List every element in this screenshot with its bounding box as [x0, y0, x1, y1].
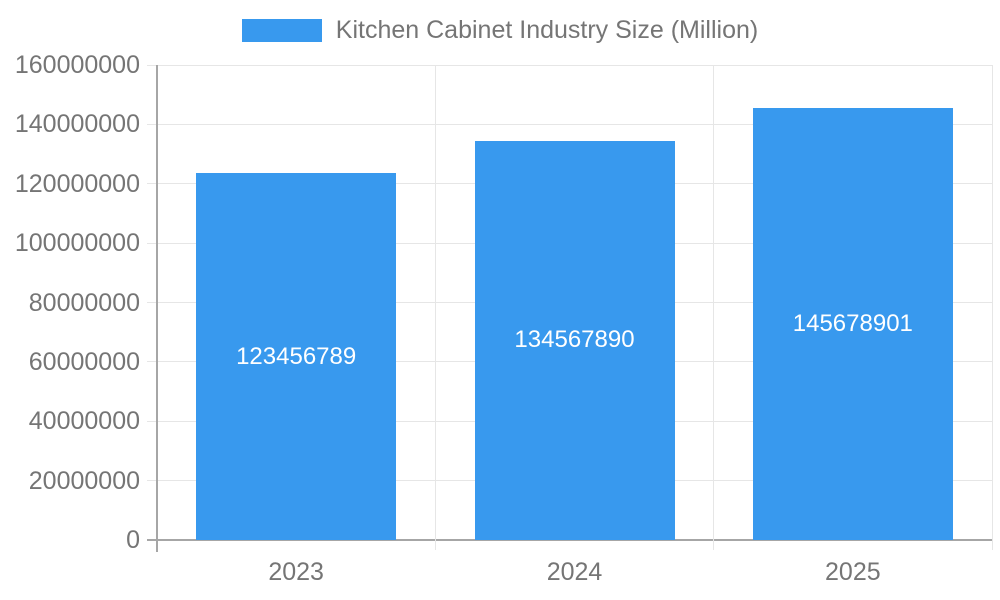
y-tick-label: 100000000: [14, 229, 140, 258]
category-gridline: [713, 65, 715, 550]
x-tick-label: 2024: [546, 558, 603, 586]
y-tick-label: 120000000: [14, 169, 140, 198]
x-axis-line: [147, 539, 992, 541]
bar-value-label: 134567890: [514, 326, 635, 354]
legend[interactable]: Kitchen Cabinet Industry Size (Million): [0, 18, 1000, 43]
plot-area: 0 20000000 40000000 60000000 80000000 1000000…: [15, 53, 993, 585]
bar[interactable]: [196, 173, 397, 540]
y-tick-label: 80000000: [28, 288, 140, 317]
bar[interactable]: [474, 140, 675, 540]
x-tick-label: 2023: [268, 558, 324, 586]
y-tick-label: 20000000: [28, 466, 140, 495]
gridline: [147, 123, 992, 125]
y-axis-line: [156, 65, 158, 552]
legend-label: Kitchen Cabinet Industry Size (Million): [335, 16, 759, 44]
gridline: [147, 64, 992, 66]
y-tick-label: 40000000: [28, 407, 140, 436]
category-gridline: [434, 65, 436, 550]
y-tick-label: 60000000: [28, 347, 140, 376]
bar-value-label: 145678901: [792, 309, 913, 337]
category-gridline: [991, 65, 993, 550]
legend-swatch-icon: [241, 19, 322, 42]
bar-value-label: 123456789: [236, 342, 357, 370]
y-tick-label: 140000000: [14, 110, 140, 139]
bar[interactable]: [752, 107, 953, 540]
x-tick-label: 2025: [825, 558, 881, 586]
y-tick-label: 160000000: [14, 51, 140, 79]
y-tick-label: 0: [126, 526, 140, 554]
